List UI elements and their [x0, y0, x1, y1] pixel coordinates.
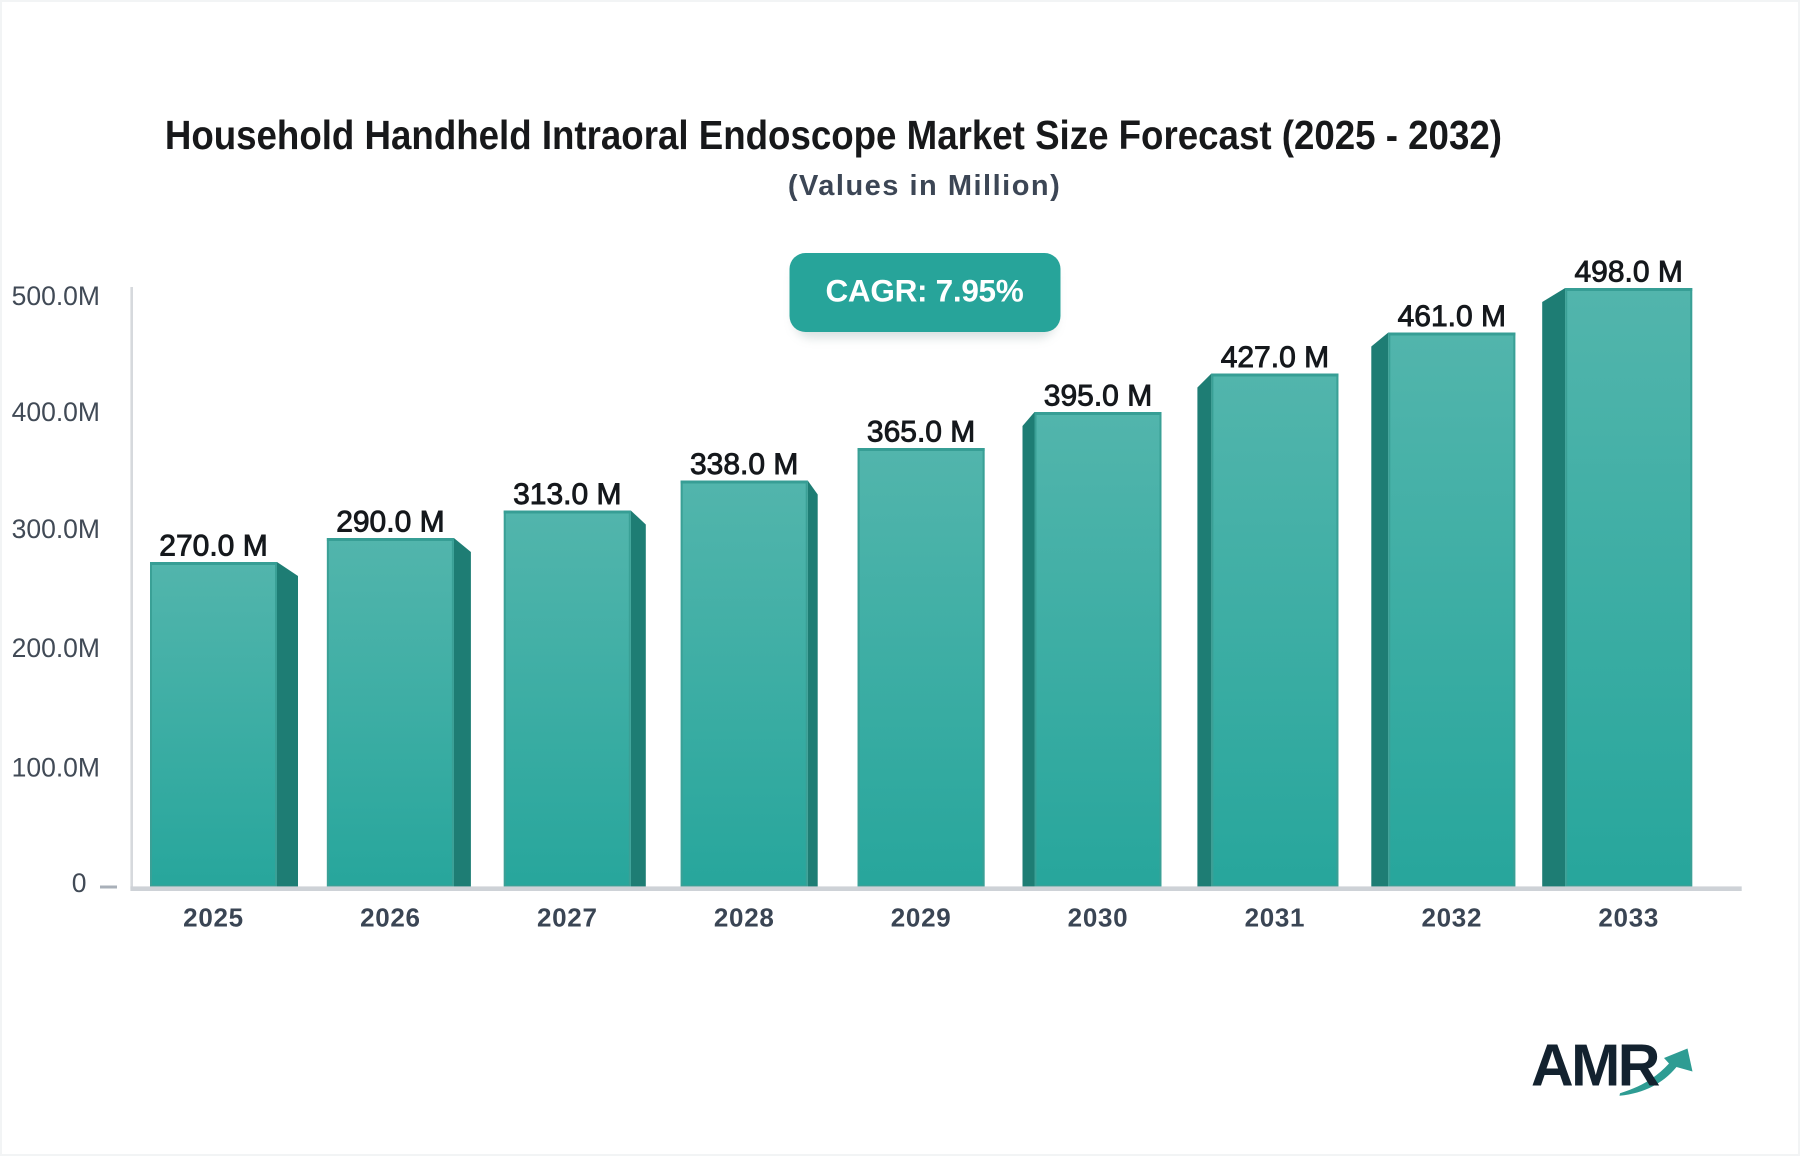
svg-text:2031: 2031	[1245, 903, 1306, 933]
svg-text:427.0 M: 427.0 M	[1221, 341, 1329, 374]
svg-text:2033: 2033	[1598, 903, 1659, 933]
svg-text:290.0 M: 290.0 M	[336, 506, 444, 539]
svg-text:498.0 M: 498.0 M	[1574, 256, 1682, 289]
svg-text:Household Handheld Intraoral E: Household Handheld Intraoral Endoscope M…	[165, 113, 1502, 158]
svg-text:313.0 M: 313.0 M	[513, 478, 621, 511]
svg-text:500.0M: 500.0M	[12, 281, 100, 311]
svg-text:CAGR: 7.95%: CAGR: 7.95%	[825, 273, 1023, 309]
svg-text:461.0 M: 461.0 M	[1398, 300, 1506, 333]
svg-text:(Values in Million): (Values in Million)	[788, 170, 1061, 202]
svg-text:2029: 2029	[891, 903, 952, 933]
svg-text:2027: 2027	[537, 903, 598, 933]
svg-text:2026: 2026	[360, 903, 421, 933]
svg-text:365.0 M: 365.0 M	[867, 416, 975, 449]
svg-text:2028: 2028	[714, 903, 775, 933]
svg-text:400.0M: 400.0M	[12, 397, 100, 427]
svg-text:2032: 2032	[1421, 903, 1482, 933]
svg-text:395.0 M: 395.0 M	[1044, 380, 1152, 413]
svg-text:338.0 M: 338.0 M	[690, 448, 798, 481]
svg-text:2025: 2025	[183, 903, 244, 933]
svg-text:2030: 2030	[1068, 903, 1129, 933]
svg-text:AMR: AMR	[1531, 1033, 1660, 1099]
svg-text:200.0M: 200.0M	[12, 633, 100, 663]
svg-text:100.0M: 100.0M	[12, 753, 100, 783]
svg-text:270.0 M: 270.0 M	[159, 530, 267, 563]
svg-text:300.0M: 300.0M	[12, 514, 100, 544]
svg-text:0: 0	[72, 868, 87, 898]
